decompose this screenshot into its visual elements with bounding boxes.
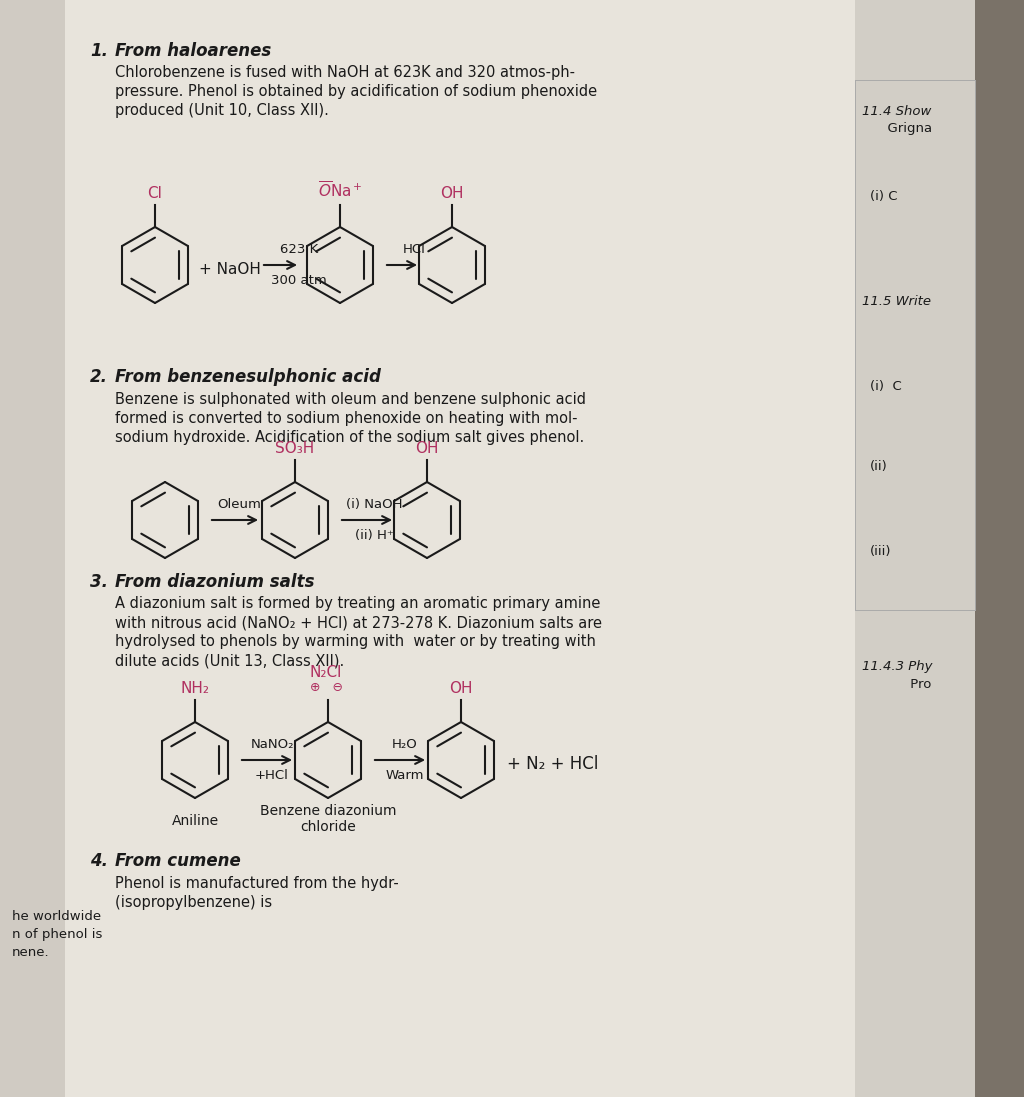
Text: he worldwide: he worldwide: [12, 911, 101, 923]
Bar: [0, 0, 855, 1097]
Text: dilute acids (Unit 13, Class XII).: dilute acids (Unit 13, Class XII).: [115, 653, 344, 668]
Text: H₂O: H₂O: [392, 738, 418, 751]
Text: (i)  C: (i) C: [870, 380, 902, 393]
Text: nene.: nene.: [12, 946, 49, 959]
Bar: [855, 0, 975, 1097]
Text: sodium hydroxide. Acidification of the sodium salt gives phenol.: sodium hydroxide. Acidification of the s…: [115, 430, 585, 445]
Bar: [0, 0, 65, 1097]
Text: (i) NaOH: (i) NaOH: [346, 498, 402, 511]
Text: SO₃H: SO₃H: [275, 441, 314, 456]
Text: with nitrous acid (NaNO₂ + HCl) at 273-278 K. Diazonium salts are: with nitrous acid (NaNO₂ + HCl) at 273-2…: [115, 615, 602, 630]
Text: Grigna: Grigna: [862, 122, 932, 135]
Text: (i) C: (i) C: [870, 190, 897, 203]
Text: Phenol is manufactured from the hydr-: Phenol is manufactured from the hydr-: [115, 877, 398, 891]
Text: N₂Cl: N₂Cl: [310, 665, 342, 680]
Text: Benzene is sulphonated with oleum and benzene sulphonic acid: Benzene is sulphonated with oleum and be…: [115, 392, 586, 407]
Text: 300 atm: 300 atm: [271, 274, 327, 287]
Text: A diazonium salt is formed by treating an aromatic primary amine: A diazonium salt is formed by treating a…: [115, 596, 600, 611]
Text: (iii): (iii): [870, 545, 892, 558]
Text: NaNO₂: NaNO₂: [250, 738, 294, 751]
Text: 11.5 Write: 11.5 Write: [862, 295, 931, 308]
Text: ⊕   ⊖: ⊕ ⊖: [309, 681, 342, 694]
Text: From cumene: From cumene: [115, 852, 241, 870]
Text: 4.: 4.: [90, 852, 108, 870]
Text: $\overline{O}$Na$^+$: $\overline{O}$Na$^+$: [317, 181, 362, 201]
Text: +HCl: +HCl: [255, 769, 289, 782]
Text: HCl: HCl: [402, 244, 425, 256]
Text: OH: OH: [450, 681, 473, 695]
Text: 623 K: 623 K: [280, 244, 318, 256]
Text: chloride: chloride: [300, 819, 356, 834]
Text: Cl: Cl: [147, 186, 163, 201]
Text: hydrolysed to phenols by warming with  water or by treating with: hydrolysed to phenols by warming with wa…: [115, 634, 596, 649]
Text: Chlorobenzene is fused with NaOH at 623K and 320 atmos­ph-: Chlorobenzene is fused with NaOH at 623K…: [115, 65, 575, 80]
Text: OH: OH: [440, 186, 464, 201]
Text: OH: OH: [416, 441, 438, 456]
Text: pressure. Phenol is obtained by acidification of sodium phenoxide: pressure. Phenol is obtained by acidific…: [115, 84, 597, 99]
Text: + NaOH: + NaOH: [199, 261, 261, 276]
Text: 11.4 Show: 11.4 Show: [862, 105, 932, 118]
Bar: [975, 0, 1024, 1097]
Text: Oleum: Oleum: [217, 498, 261, 511]
Text: formed is converted to sodium phenoxide on heating with mol-: formed is converted to sodium phenoxide …: [115, 411, 578, 426]
Text: + N₂ + HCl: + N₂ + HCl: [507, 755, 598, 773]
Text: NH₂: NH₂: [180, 681, 210, 695]
Text: 3.: 3.: [90, 573, 108, 591]
Text: 2.: 2.: [90, 367, 108, 386]
Text: produced (Unit 10, Class XII).: produced (Unit 10, Class XII).: [115, 103, 329, 118]
Bar: [855, 0, 975, 700]
Text: Benzene diazonium: Benzene diazonium: [260, 804, 396, 818]
Text: n of phenol is: n of phenol is: [12, 928, 102, 941]
Text: (isopropylbenzene) is: (isopropylbenzene) is: [115, 895, 272, 911]
Text: From diazonium salts: From diazonium salts: [115, 573, 314, 591]
Text: From benzenesulphonic acid: From benzenesulphonic acid: [115, 367, 381, 386]
Text: (ii): (ii): [870, 460, 888, 473]
Text: Aniline: Aniline: [171, 814, 218, 828]
Text: 1.: 1.: [90, 42, 108, 60]
Text: 11.4.3 Phy: 11.4.3 Phy: [862, 660, 933, 672]
Text: From haloarenes: From haloarenes: [115, 42, 271, 60]
Text: Warm: Warm: [386, 769, 424, 782]
Text: Pro: Pro: [872, 678, 932, 691]
Text: (ii) H⁺: (ii) H⁺: [354, 529, 393, 542]
